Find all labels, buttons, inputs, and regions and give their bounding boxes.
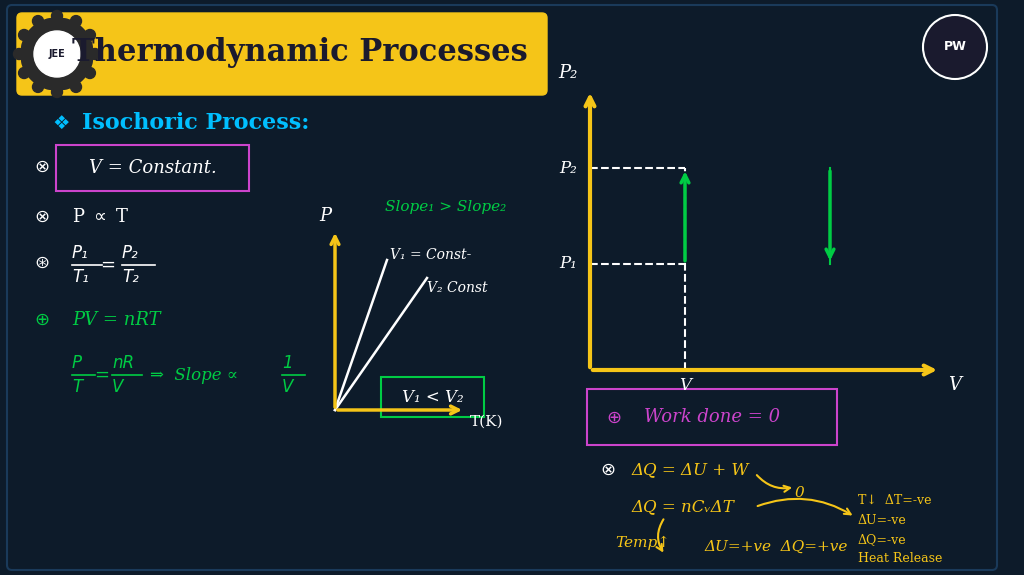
Text: ⊕: ⊕ [35, 311, 49, 329]
Text: V: V [679, 377, 691, 393]
Text: T: T [72, 378, 82, 396]
Text: PW: PW [943, 40, 967, 53]
FancyBboxPatch shape [587, 389, 837, 445]
Text: V₁ < V₂: V₁ < V₂ [402, 389, 464, 405]
Text: nR: nR [112, 354, 134, 372]
Circle shape [22, 18, 93, 90]
Text: ΔQ = nCᵥΔT: ΔQ = nCᵥΔT [632, 499, 735, 516]
FancyBboxPatch shape [381, 377, 484, 417]
FancyBboxPatch shape [7, 5, 997, 570]
Circle shape [89, 48, 100, 59]
Text: 0: 0 [795, 486, 805, 500]
Circle shape [34, 31, 80, 77]
Text: =: = [94, 366, 110, 384]
Text: P: P [72, 354, 82, 372]
Text: T₁: T₁ [72, 268, 89, 286]
Text: PV = nRT: PV = nRT [72, 311, 161, 329]
Circle shape [33, 82, 43, 93]
Text: ΔQ = ΔU + W: ΔQ = ΔU + W [632, 462, 750, 478]
Text: ⊗: ⊗ [600, 461, 615, 479]
Text: ΔQ=-ve: ΔQ=-ve [858, 534, 906, 546]
Circle shape [84, 67, 95, 79]
Circle shape [33, 16, 43, 26]
Text: ⇒  Slope ∝: ⇒ Slope ∝ [150, 366, 239, 384]
FancyBboxPatch shape [17, 13, 547, 95]
Text: ❖: ❖ [52, 113, 70, 132]
Circle shape [13, 48, 25, 59]
Text: Isochoric Process:: Isochoric Process: [82, 112, 309, 134]
Text: Temp↑: Temp↑ [615, 536, 670, 550]
Text: Thermodynamic Processes: Thermodynamic Processes [72, 37, 528, 68]
Text: P₁: P₁ [559, 255, 577, 272]
Text: V: V [948, 376, 962, 394]
Circle shape [18, 67, 30, 79]
Text: P $\propto$ T: P $\propto$ T [72, 208, 129, 226]
Text: ⊛: ⊛ [35, 254, 49, 272]
Text: V = Constant.: V = Constant. [89, 159, 217, 177]
Text: P: P [318, 207, 331, 225]
Circle shape [18, 29, 30, 40]
Text: Work done = 0: Work done = 0 [644, 408, 780, 427]
Circle shape [71, 82, 82, 93]
Circle shape [51, 10, 62, 21]
Text: ΔU=-ve: ΔU=-ve [858, 513, 906, 527]
Text: Heat Release: Heat Release [858, 553, 942, 565]
Text: P₁: P₁ [72, 244, 89, 262]
FancyBboxPatch shape [56, 145, 249, 191]
Text: P₂: P₂ [122, 244, 138, 262]
Circle shape [71, 16, 82, 26]
Text: P₂: P₂ [559, 160, 577, 177]
Circle shape [925, 17, 985, 77]
Circle shape [22, 18, 93, 90]
Text: T₂: T₂ [122, 268, 138, 286]
Text: V: V [282, 378, 293, 396]
Text: ⊗: ⊗ [35, 158, 49, 176]
Text: V₂ Const: V₂ Const [427, 281, 487, 295]
Text: V: V [112, 378, 123, 396]
Text: T(K): T(K) [470, 415, 504, 429]
Circle shape [84, 29, 95, 40]
Text: 1: 1 [282, 354, 293, 372]
Text: V₁ = Const-: V₁ = Const- [390, 248, 471, 262]
Text: JEE: JEE [48, 49, 66, 59]
Text: P₂: P₂ [558, 64, 578, 82]
Text: =: = [100, 256, 116, 274]
Text: ⊕: ⊕ [606, 408, 622, 427]
Text: Slope₁ > Slope₂: Slope₁ > Slope₂ [385, 200, 506, 214]
Text: ΔU=+ve  ΔQ=+ve: ΔU=+ve ΔQ=+ve [705, 540, 848, 554]
Circle shape [51, 86, 62, 98]
Text: T↓  ΔT=-ve: T↓ ΔT=-ve [858, 493, 932, 507]
Text: ⊗: ⊗ [35, 208, 49, 226]
